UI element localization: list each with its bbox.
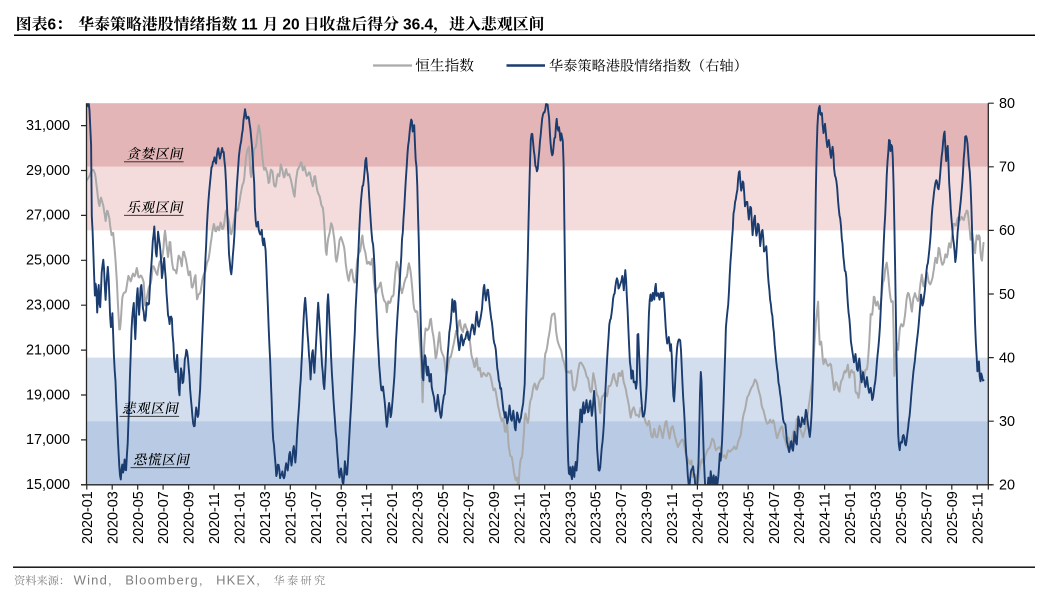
- svg-text:29,000: 29,000: [26, 163, 70, 179]
- svg-text:2021-05: 2021-05: [283, 491, 299, 544]
- svg-text:80: 80: [999, 96, 1015, 112]
- svg-text:2021-01: 2021-01: [233, 491, 249, 544]
- svg-text:2025-09: 2025-09: [945, 491, 961, 544]
- svg-text:20: 20: [999, 478, 1015, 494]
- svg-text:2022-01: 2022-01: [385, 491, 401, 544]
- svg-text:2020-05: 2020-05: [131, 491, 147, 544]
- svg-text:15,000: 15,000: [26, 477, 70, 493]
- svg-text:2022-07: 2022-07: [462, 491, 478, 544]
- svg-text:2023-05: 2023-05: [589, 491, 605, 544]
- svg-text:Bloomberg: Bloomberg: [125, 573, 199, 588]
- svg-text:2025-05: 2025-05: [894, 491, 910, 544]
- svg-text:2025-11: 2025-11: [970, 492, 986, 544]
- svg-text:23,000: 23,000: [26, 298, 70, 314]
- svg-text:19,000: 19,000: [26, 387, 70, 403]
- svg-text:27,000: 27,000: [26, 208, 70, 224]
- svg-text:2022-11: 2022-11: [512, 492, 528, 544]
- svg-text:70: 70: [999, 160, 1015, 176]
- svg-text:2024-07: 2024-07: [767, 491, 783, 544]
- svg-text:HKEX: HKEX: [216, 573, 256, 588]
- svg-text:2024-03: 2024-03: [716, 491, 732, 544]
- svg-text:2022-09: 2022-09: [487, 491, 503, 544]
- svg-text:2021-11: 2021-11: [360, 492, 376, 544]
- svg-text:2022-03: 2022-03: [411, 491, 427, 544]
- svg-text:2020-07: 2020-07: [156, 491, 172, 544]
- svg-text:Wind: Wind: [74, 573, 108, 588]
- svg-text:40: 40: [999, 350, 1015, 366]
- svg-text:2025-01: 2025-01: [843, 491, 859, 544]
- svg-text:2025-03: 2025-03: [869, 491, 885, 544]
- svg-text:60: 60: [999, 223, 1015, 239]
- svg-text:2021-07: 2021-07: [309, 491, 325, 544]
- svg-text:2021-03: 2021-03: [258, 491, 274, 544]
- svg-text:2020-11: 2020-11: [207, 492, 223, 544]
- svg-text:6: 6: [48, 17, 57, 34]
- svg-text:17,000: 17,000: [26, 432, 70, 448]
- svg-text:20: 20: [282, 17, 299, 34]
- svg-text:11: 11: [241, 17, 258, 34]
- svg-text:2023-11: 2023-11: [665, 492, 681, 544]
- svg-text:2024-01: 2024-01: [691, 491, 707, 544]
- svg-text:2021-09: 2021-09: [334, 491, 350, 544]
- svg-text:2023-09: 2023-09: [640, 491, 656, 544]
- svg-text:2022-05: 2022-05: [436, 491, 452, 544]
- svg-text:2020-01: 2020-01: [80, 491, 96, 544]
- svg-text:2025-07: 2025-07: [919, 491, 935, 544]
- svg-text:36.4: 36.4: [403, 17, 434, 34]
- svg-text:2024-05: 2024-05: [741, 491, 757, 544]
- svg-text:50: 50: [999, 287, 1015, 303]
- svg-text:2023-03: 2023-03: [563, 491, 579, 544]
- svg-text:2024-09: 2024-09: [792, 491, 808, 544]
- svg-text:2024-11: 2024-11: [818, 492, 834, 544]
- svg-text:21,000: 21,000: [26, 342, 70, 358]
- svg-text:2020-09: 2020-09: [182, 491, 198, 544]
- svg-text:30: 30: [999, 414, 1015, 430]
- svg-text:2023-01: 2023-01: [538, 491, 554, 544]
- svg-text:31,000: 31,000: [26, 118, 70, 134]
- svg-text:2020-03: 2020-03: [105, 491, 121, 544]
- svg-text:25,000: 25,000: [26, 253, 70, 269]
- svg-text:2023-07: 2023-07: [614, 491, 630, 544]
